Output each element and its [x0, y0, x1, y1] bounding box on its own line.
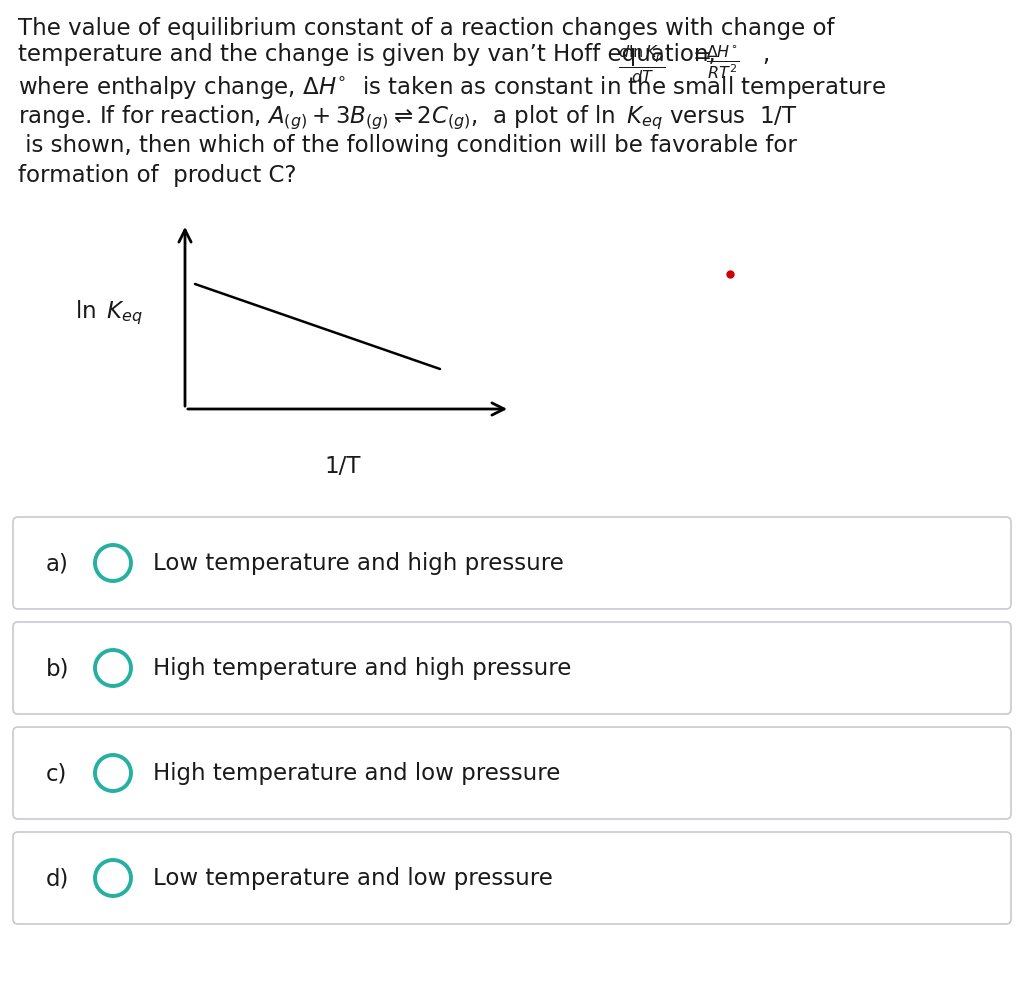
Text: a): a) [46, 552, 69, 575]
Text: $,$: $,$ [762, 43, 769, 66]
Text: High temperature and low pressure: High temperature and low pressure [153, 761, 560, 784]
Text: The value of equilibrium constant of a reaction changes with change of: The value of equilibrium constant of a r… [18, 17, 835, 40]
Text: $\frac{d\ln K_p}{dT}$: $\frac{d\ln K_p}{dT}$ [618, 43, 666, 84]
Text: Low temperature and low pressure: Low temperature and low pressure [153, 867, 553, 890]
Text: 1/T: 1/T [325, 454, 360, 477]
Text: temperature and the change is given by van’t Hoff equation,: temperature and the change is given by v… [18, 43, 716, 66]
Text: c): c) [46, 761, 68, 784]
Text: High temperature and high pressure: High temperature and high pressure [153, 657, 571, 680]
Text: $=$: $=$ [688, 43, 712, 66]
Text: formation of  product C?: formation of product C? [18, 164, 297, 187]
Text: is shown, then which of the following condition will be favorable for: is shown, then which of the following co… [18, 134, 797, 157]
FancyBboxPatch shape [13, 832, 1011, 924]
Text: d): d) [46, 867, 70, 890]
Text: $\frac{\Delta H^{\circ}}{RT^2}$: $\frac{\Delta H^{\circ}}{RT^2}$ [706, 43, 739, 81]
Text: range. If for reaction, $A_{(g)} + 3B_{(g)} \rightleftharpoons 2C_{(g)}$,  a plo: range. If for reaction, $A_{(g)} + 3B_{(… [18, 104, 798, 132]
Text: where enthalpy change, $\Delta H^{\circ}$  is taken as constant in the small tem: where enthalpy change, $\Delta H^{\circ}… [18, 74, 886, 101]
Text: $\ln\ K_{eq}$: $\ln\ K_{eq}$ [75, 298, 143, 326]
Text: b): b) [46, 657, 70, 680]
FancyBboxPatch shape [13, 622, 1011, 715]
FancyBboxPatch shape [13, 518, 1011, 609]
FancyBboxPatch shape [13, 728, 1011, 819]
Text: Low temperature and high pressure: Low temperature and high pressure [153, 552, 564, 575]
